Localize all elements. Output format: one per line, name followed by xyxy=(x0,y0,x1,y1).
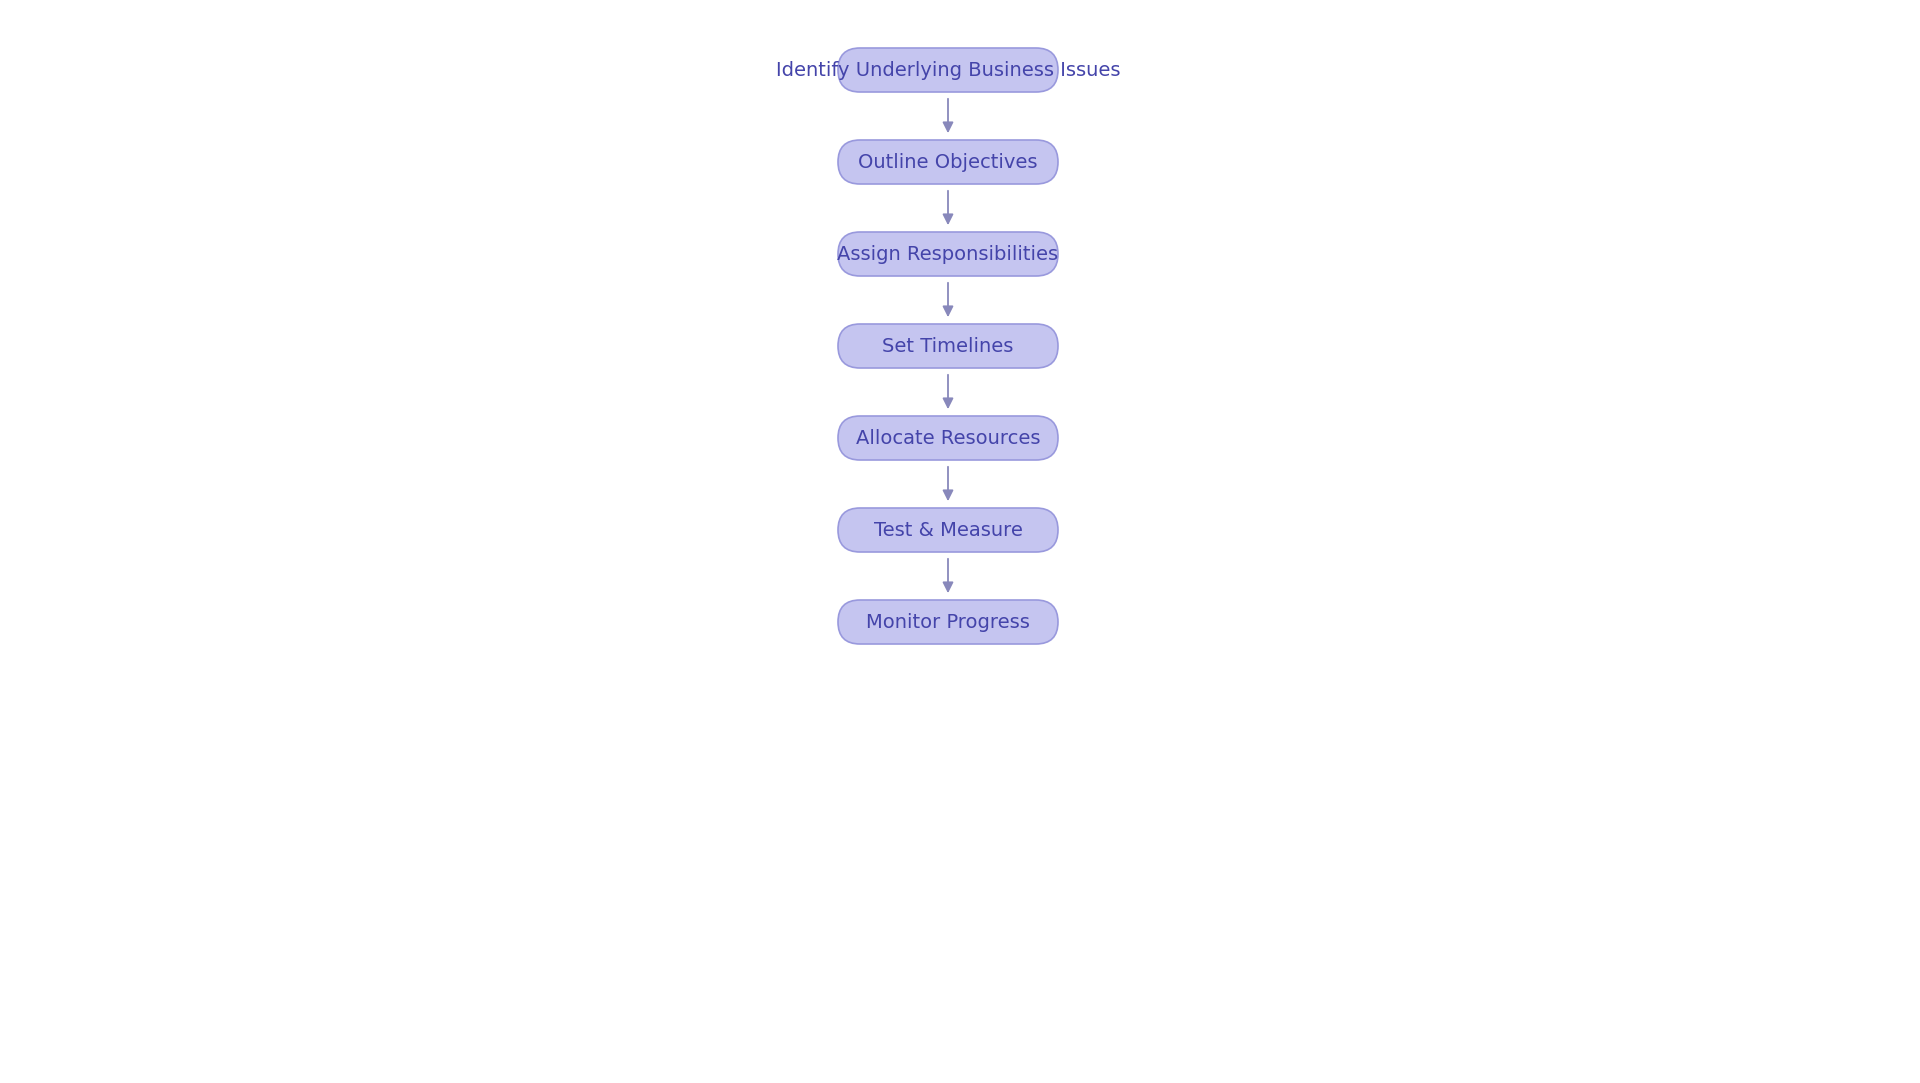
Text: Identify Underlying Business Issues: Identify Underlying Business Issues xyxy=(776,61,1119,79)
FancyBboxPatch shape xyxy=(837,48,1058,92)
Text: Test & Measure: Test & Measure xyxy=(874,521,1023,539)
FancyBboxPatch shape xyxy=(837,140,1058,184)
Text: Monitor Progress: Monitor Progress xyxy=(866,613,1029,631)
Text: Allocate Resources: Allocate Resources xyxy=(856,429,1041,447)
FancyBboxPatch shape xyxy=(837,508,1058,552)
FancyBboxPatch shape xyxy=(837,600,1058,644)
FancyBboxPatch shape xyxy=(837,232,1058,276)
Text: Outline Objectives: Outline Objectives xyxy=(858,153,1037,171)
Text: Set Timelines: Set Timelines xyxy=(883,337,1014,355)
Text: Assign Responsibilities: Assign Responsibilities xyxy=(837,245,1058,263)
FancyBboxPatch shape xyxy=(837,324,1058,368)
FancyBboxPatch shape xyxy=(837,416,1058,460)
